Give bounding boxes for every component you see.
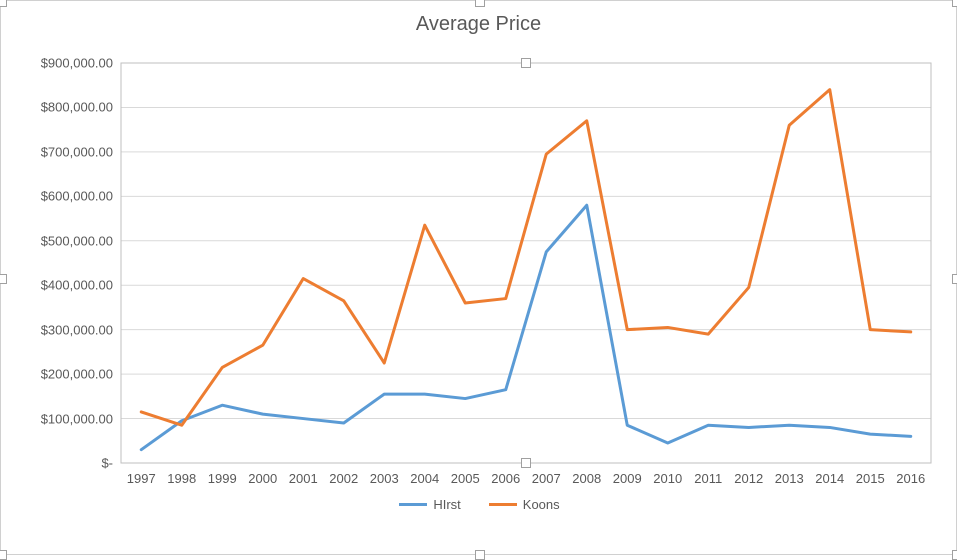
- legend-item-koons[interactable]: Koons: [489, 497, 560, 512]
- series-line-hirst[interactable]: [141, 205, 911, 449]
- selection-handle[interactable]: [952, 550, 957, 560]
- legend-label: HIrst: [433, 497, 460, 512]
- legend-swatch: [489, 503, 517, 506]
- legend-swatch: [399, 503, 427, 506]
- selection-handle[interactable]: [952, 274, 957, 284]
- selection-handle[interactable]: [0, 550, 7, 560]
- legend-item-hirst[interactable]: HIrst: [399, 497, 460, 512]
- selection-handle[interactable]: [475, 550, 485, 560]
- legend-label: Koons: [523, 497, 560, 512]
- series-line-koons[interactable]: [141, 90, 911, 426]
- plot-area[interactable]: [1, 1, 957, 556]
- chart-container: Average Price $-$100,000.00$200,000.00$3…: [0, 0, 957, 555]
- legend: HIrst Koons: [1, 497, 957, 512]
- selection-handle[interactable]: [952, 0, 957, 7]
- selection-handle[interactable]: [475, 0, 485, 7]
- selection-handle[interactable]: [521, 458, 531, 468]
- selection-handle[interactable]: [521, 58, 531, 68]
- selection-handle[interactable]: [0, 274, 7, 284]
- selection-handle[interactable]: [0, 0, 7, 7]
